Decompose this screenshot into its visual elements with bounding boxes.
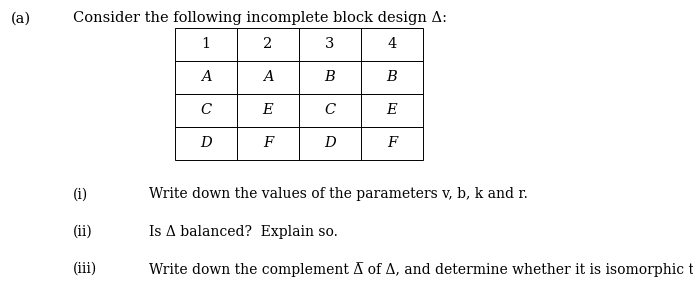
Bar — [175, 28, 237, 61]
Text: Write down the values of the parameters v, b, k and r.: Write down the values of the parameters … — [149, 187, 528, 201]
Text: 4: 4 — [387, 37, 396, 51]
Text: A: A — [201, 71, 211, 84]
Bar — [299, 28, 361, 61]
Bar — [237, 127, 299, 160]
Bar — [361, 61, 423, 94]
Bar — [175, 94, 237, 127]
Text: 2: 2 — [263, 37, 272, 51]
Text: B: B — [387, 71, 397, 84]
Text: (i): (i) — [73, 187, 88, 201]
Text: E: E — [263, 104, 273, 118]
Text: F: F — [263, 136, 273, 150]
Text: 3: 3 — [325, 37, 335, 51]
Bar — [361, 28, 423, 61]
Text: D: D — [324, 136, 336, 150]
Text: (iii): (iii) — [73, 262, 97, 276]
Text: Consider the following incomplete block design Δ:: Consider the following incomplete block … — [73, 11, 447, 25]
Text: (ii): (ii) — [73, 225, 92, 239]
Text: B: B — [324, 71, 335, 84]
Text: Is Δ balanced?  Explain so.: Is Δ balanced? Explain so. — [149, 225, 338, 239]
Bar — [361, 94, 423, 127]
Text: D: D — [200, 136, 212, 150]
Bar — [237, 94, 299, 127]
Text: A: A — [263, 71, 273, 84]
Text: (a): (a) — [10, 11, 30, 25]
Text: C: C — [200, 104, 211, 118]
Bar — [299, 61, 361, 94]
Text: F: F — [387, 136, 397, 150]
Bar — [299, 94, 361, 127]
Bar — [361, 127, 423, 160]
Bar — [237, 61, 299, 94]
Text: C: C — [324, 104, 335, 118]
Text: E: E — [387, 104, 397, 118]
Bar — [299, 127, 361, 160]
Bar — [175, 61, 237, 94]
Bar — [175, 127, 237, 160]
Text: 1: 1 — [202, 37, 211, 51]
Text: Write down the complement Δ̅ of Δ, and determine whether it is isomorphic to Δ.: Write down the complement Δ̅ of Δ, and d… — [149, 262, 693, 277]
Bar — [237, 28, 299, 61]
